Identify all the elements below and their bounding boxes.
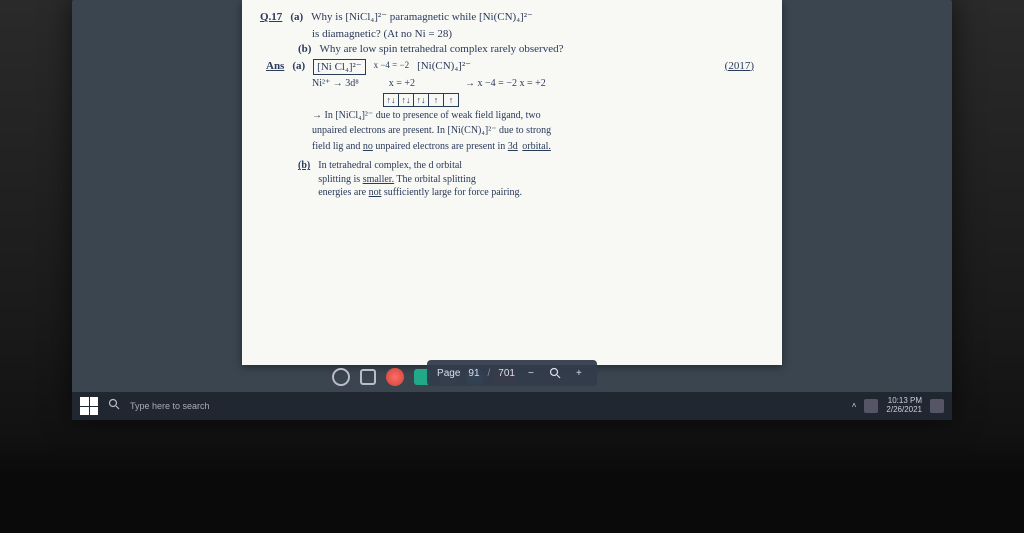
electron-box-5: ↑: [443, 93, 459, 107]
zoom-out-button[interactable]: −: [523, 365, 539, 381]
formula-2-ox: → x −4 = −2 x = +2: [465, 77, 546, 91]
electron-box-2: ↑↓: [398, 93, 414, 107]
explain-3d: 3d: [508, 141, 518, 152]
answer-part-b-marker: (b): [298, 159, 310, 200]
explain-line-3: field lig and no unpaired electrons are …: [312, 140, 764, 154]
zoom-in-button[interactable]: +: [571, 365, 587, 381]
electron-boxes: ↑↓ ↑↓ ↑↓ ↑ ↑: [384, 93, 459, 107]
part-b-line-2: splitting is smaller. The orbital splitt…: [318, 173, 764, 187]
page-sep: /: [488, 368, 491, 379]
search-icon[interactable]: [108, 397, 120, 415]
part-b-question: (b) Why are low spin tetrahedral complex…: [298, 42, 764, 57]
question-line-1: Q.17 (a) Why is [NiCl₄]²⁻ paramagnetic w…: [260, 10, 764, 25]
explain-3b: no: [363, 141, 373, 152]
part-a-marker: (a): [290, 10, 303, 25]
system-tray: ˄ 10:13 PM 2/26/2021: [852, 397, 944, 415]
pb2a: splitting is: [318, 174, 360, 185]
search-input[interactable]: Type here to search: [130, 401, 210, 411]
viewer-toolbar: Page 91 / 701 − +: [427, 360, 597, 386]
electron-box-4: ↑: [428, 93, 444, 107]
page-label: Page: [437, 368, 460, 379]
part-b-text: Why are low spin tetrahedral complex rar…: [319, 42, 563, 57]
pb3a: energies are: [318, 187, 366, 198]
taskbar: Type here to search ˄ 10:13 PM 2/26/2021: [72, 392, 952, 420]
explain-line-1: → In [NiCl₄]²⁻ due to presence of weak f…: [312, 109, 764, 123]
record-icon[interactable]: [386, 368, 404, 386]
document-page: Q.17 (a) Why is [NiCl₄]²⁻ paramagnetic w…: [242, 0, 782, 365]
answer-part-a-marker: (a): [292, 59, 305, 76]
part-b-marker: (b): [298, 42, 311, 57]
page-current[interactable]: 91: [468, 368, 479, 379]
part-b-line-3: energies are not sufficiently large for …: [318, 186, 764, 200]
part-a-text-2: is diamagnetic? (At no Ni = 28): [312, 27, 764, 42]
date-label: 2/26/2021: [886, 406, 922, 415]
pb2b: smaller.: [363, 174, 394, 185]
answer-part-b-text: In tetrahedral complex, the d orbital sp…: [318, 159, 764, 200]
screen: Q.17 (a) Why is [NiCl₄]²⁻ paramagnetic w…: [72, 0, 952, 420]
answer-label: Ans: [266, 59, 284, 76]
year-label: (2017): [725, 59, 764, 76]
electron-box-1: ↑↓: [383, 93, 399, 107]
laptop-frame: Q.17 (a) Why is [NiCl₄]²⁻ paramagnetic w…: [0, 0, 1024, 533]
formula-1-ox: x −4 = −2: [374, 59, 409, 76]
answer-part-b: (b) In tetrahedral complex, the d orbita…: [298, 159, 764, 200]
part-a-text-1: Why is [NiCl₄]²⁻ paramagnetic while [Ni(…: [311, 10, 764, 25]
tray-app-icon[interactable]: [864, 399, 878, 413]
formula-row-2: Ni²⁺ → 3d⁸ x = +2 → x −4 = −2 x = +2: [312, 77, 764, 91]
explain-3c: unpaired electrons are present in: [375, 141, 505, 152]
explain-3a: field lig and: [312, 141, 360, 152]
explain-line-2: unpaired electrons are present. In [Ni(C…: [312, 124, 764, 138]
formula-2: [Ni(CN)₄]²⁻: [417, 59, 471, 76]
square-icon[interactable]: [360, 369, 376, 385]
explain-3e: orbital.: [522, 141, 551, 152]
answer-header: Ans (a) [Ni Cl₄]²⁻ x −4 = −2 [Ni(CN)₄]²⁻…: [266, 59, 764, 76]
chevron-up-icon[interactable]: ˄: [852, 402, 857, 411]
zoom-search-icon[interactable]: [547, 365, 563, 381]
electron-box-3: ↑↓: [413, 93, 429, 107]
notifications-icon[interactable]: [930, 399, 944, 413]
pb3b: not: [369, 187, 382, 198]
question-number: Q.17: [260, 10, 282, 25]
pb3c: sufficiently large for force pairing.: [384, 187, 522, 198]
page-total: 701: [498, 368, 515, 379]
formula-1-x: x = +2: [389, 77, 415, 91]
part-b-line-1: In tetrahedral complex, the d orbital: [318, 159, 764, 173]
start-button[interactable]: [80, 397, 98, 415]
pb2c: The orbital splitting: [396, 174, 475, 185]
clock[interactable]: 10:13 PM 2/26/2021: [886, 397, 922, 415]
electron-config-row: ↑↓ ↑↓ ↑↓ ↑ ↑: [380, 93, 764, 107]
formula-1-box: [Ni Cl₄]²⁻: [313, 59, 365, 76]
circle-icon[interactable]: [332, 368, 350, 386]
ni-config: Ni²⁺ → 3d⁸: [312, 77, 359, 91]
